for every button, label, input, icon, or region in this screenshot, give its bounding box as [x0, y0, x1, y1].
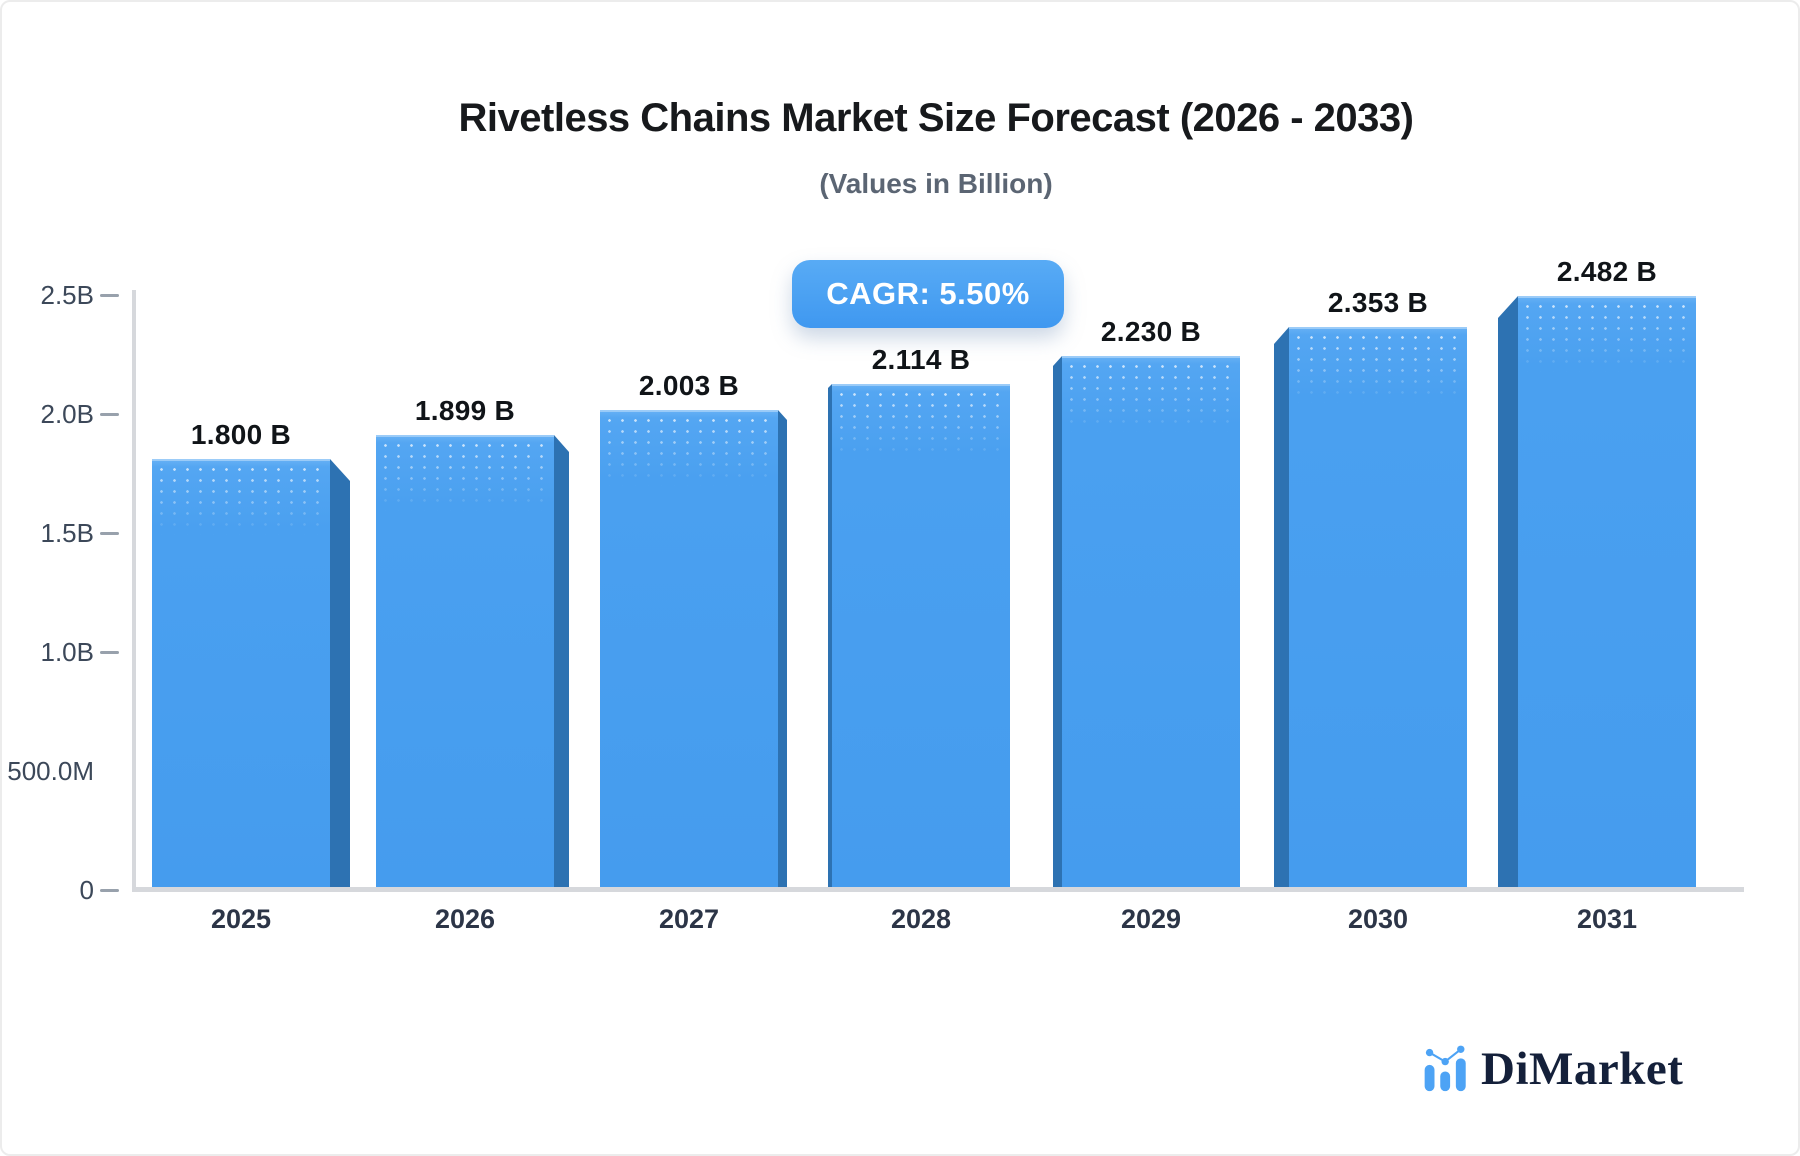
- bar-side-face: [1498, 296, 1518, 887]
- bar-value-label: 2.353 B: [1327, 287, 1429, 318]
- x-axis-label: 2031: [1576, 904, 1638, 934]
- bar-side-face: [828, 384, 832, 887]
- y-axis-tick-mark: [100, 294, 119, 297]
- cagr-badge-label: CAGR: 5.50%: [826, 276, 1030, 311]
- page-title: Rivetless Chains Market Size Forecast (2…: [458, 96, 1414, 140]
- bar-value-label: 1.800 B: [190, 419, 292, 450]
- x-axis-label: 2028: [890, 904, 952, 934]
- bar-2030: [1289, 327, 1467, 887]
- bar-2028: [832, 384, 1010, 887]
- bar-dots-texture: [155, 464, 327, 536]
- bar-value-label: 2.114 B: [871, 344, 971, 375]
- x-axis-label: 2025: [210, 904, 272, 934]
- bar-2026: [376, 435, 554, 887]
- y-axis-tick-label: 2.0B: [40, 399, 95, 429]
- y-axis-tick-label: 2.5B: [40, 280, 95, 310]
- y-axis-tick-mark: [100, 651, 119, 654]
- bar-2027: [600, 410, 778, 887]
- bar-value-label: 2.003 B: [638, 370, 740, 401]
- bar-2029: [1062, 356, 1240, 887]
- y-axis-tick-label: 1.0B: [40, 637, 95, 667]
- x-axis-label: 2029: [1120, 904, 1182, 934]
- brand-name: DiMarket: [1481, 1043, 1684, 1095]
- bar-dots-texture: [1065, 361, 1237, 433]
- x-axis-label: 2030: [1347, 904, 1409, 934]
- bar-dots-texture: [603, 415, 775, 487]
- y-axis-tick-mark: [100, 532, 119, 535]
- bar-side-face: [554, 435, 569, 887]
- cagr-badge: CAGR: 5.50%: [792, 260, 1064, 328]
- bar-side-face: [1274, 327, 1289, 887]
- bar-value-label: 1.899 B: [414, 395, 516, 426]
- y-axis-tick-mark: [100, 413, 119, 416]
- bar-side-face: [330, 459, 350, 887]
- x-axis-line: [132, 887, 1744, 892]
- x-axis-label: 2026: [434, 904, 496, 934]
- bar-dots-texture: [379, 440, 551, 512]
- bar-dots-texture: [1292, 332, 1464, 404]
- y-axis-tick-label: 0: [79, 875, 94, 905]
- y-axis-tick-mark: [100, 889, 119, 892]
- y-axis-tick-label: 1.5B: [40, 518, 95, 548]
- bar-side-face: [778, 410, 787, 887]
- y-axis-tick-label: 500.0M: [7, 756, 94, 786]
- bar-dots-texture: [835, 389, 1007, 461]
- x-axis-label: 2027: [658, 904, 720, 934]
- bar-2025: [152, 459, 330, 887]
- bar-value-label: 2.230 B: [1100, 316, 1202, 347]
- bar-value-label: 2.482 B: [1556, 256, 1658, 287]
- bar-side-face: [1053, 356, 1062, 887]
- page-subtitle: (Values in Billion): [819, 168, 1053, 199]
- bar-dots-texture: [1521, 301, 1693, 373]
- bar-2031: [1518, 296, 1696, 887]
- brand-logo: DiMarket: [1423, 1042, 1683, 1096]
- dimarket-logo-icon: [1424, 1045, 1466, 1092]
- y-axis-line: [132, 290, 136, 891]
